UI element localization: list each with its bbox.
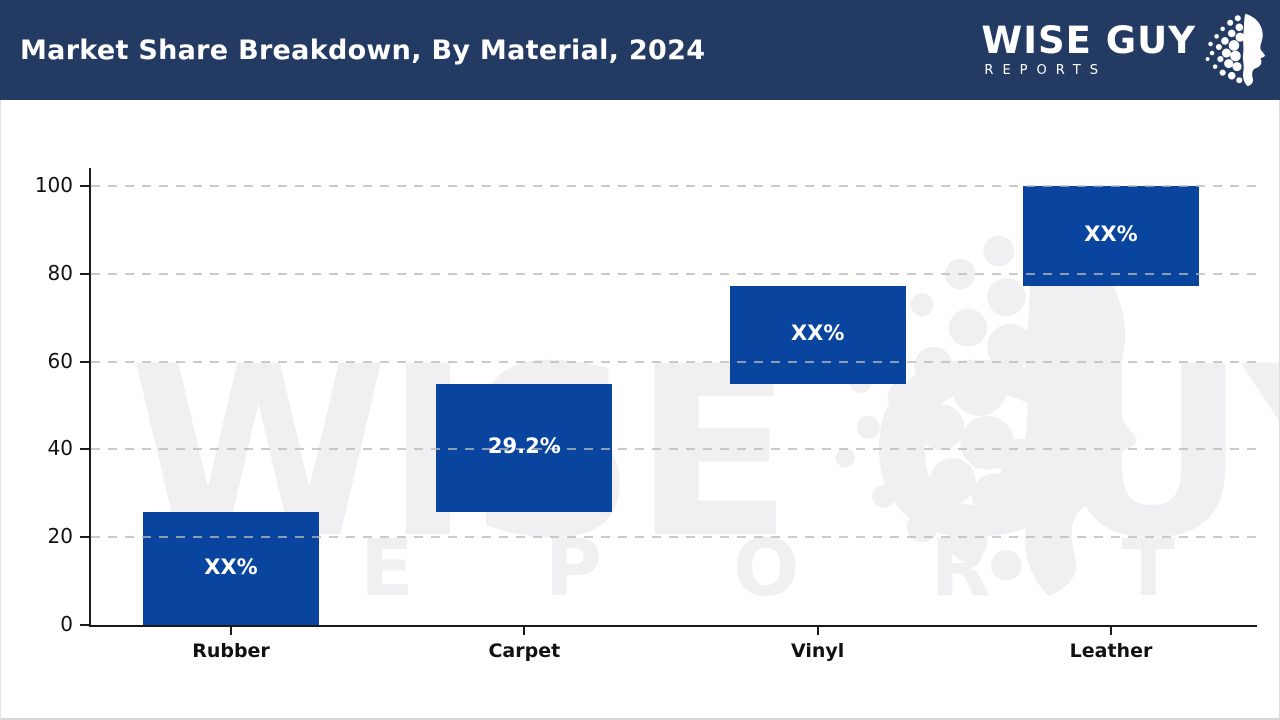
bar-rubber — [143, 512, 319, 625]
y-tick-label: 40 — [47, 436, 73, 461]
x-tick-mark — [523, 627, 526, 635]
x-tick-mark — [816, 627, 819, 635]
y-tick-mark — [80, 448, 89, 451]
bar-label-leather: XX% — [1084, 222, 1138, 247]
chart-title: Market Share Breakdown, By Material, 202… — [20, 34, 706, 66]
bar-label-vinyl: XX% — [790, 321, 845, 346]
x-axis — [89, 625, 1257, 627]
category-label-leather: Leather — [1069, 640, 1153, 662]
x-tick-mark — [230, 627, 232, 635]
x-tick-mark — [1109, 627, 1112, 635]
bar-leather — [1022, 186, 1199, 287]
logo-subtitle: REPORTS — [984, 63, 1108, 78]
wiseguy-logo: WISE GUY REPORTS — [981, 0, 1268, 100]
gridline — [91, 360, 1257, 363]
wiseguy-head-icon — [1205, 13, 1265, 87]
y-tick-label: 80 — [47, 260, 73, 285]
gridline — [91, 448, 1257, 451]
y-tick-label: 60 — [47, 348, 73, 373]
bar-carpet — [436, 383, 613, 513]
header-bar: Market Share Breakdown, By Material, 202… — [0, 0, 1280, 100]
category-label-carpet: Carpet — [488, 640, 561, 662]
y-tick-label: 0 — [60, 612, 73, 636]
gridline — [91, 536, 1257, 539]
category-label-vinyl: Vinyl — [791, 640, 845, 662]
y-tick-mark — [80, 360, 89, 363]
bar-label-rubber: XX% — [204, 554, 258, 579]
logo-wordmark: WISE GUY — [981, 19, 1196, 62]
y-tick-mark — [80, 185, 89, 187]
chart-area: WISE GUY R E P O R T S 020406080100XX%Ru… — [0, 100, 1280, 720]
bar-vinyl — [729, 286, 906, 384]
y-tick-label: 100 — [34, 173, 73, 197]
category-label-rubber: Rubber — [192, 640, 270, 662]
gridline — [91, 272, 1257, 275]
gridline — [91, 185, 1257, 187]
y-tick-label: 20 — [47, 524, 73, 549]
plot-region: 0 20 40 60 80 100 XX% Rubber 29.2% Carpet XX% Vinyl… — [1, 100, 1279, 718]
bar-label-carpet: 29.2% — [487, 434, 561, 459]
y-tick-mark — [80, 536, 89, 539]
watermark-subtitle: R E P O R T S — [169, 524, 1279, 614]
y-tick-mark — [80, 272, 89, 275]
wiseguy-logo-text: WISE GUY REPORTS — [981, 19, 1196, 79]
y-axis — [89, 168, 91, 627]
y-tick-mark — [80, 624, 89, 626]
